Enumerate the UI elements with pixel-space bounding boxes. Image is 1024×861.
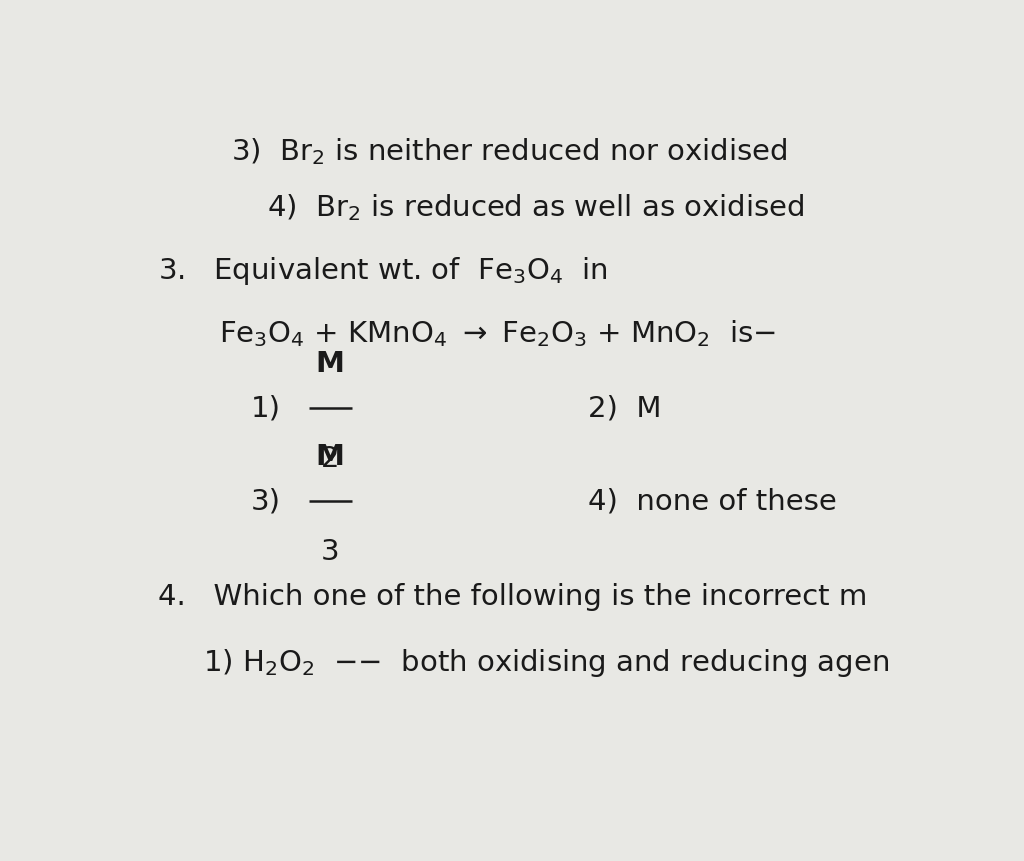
Text: Fe$_3$O$_4$ + KMnO$_4$ $\rightarrow$ Fe$_2$O$_3$ + MnO$_2$  is$-$: Fe$_3$O$_4$ + KMnO$_4$ $\rightarrow$ Fe$… bbox=[219, 318, 776, 349]
Text: M: M bbox=[315, 350, 345, 378]
Text: 2)  M: 2) M bbox=[588, 394, 662, 422]
Text: 3)  Br$_2$ is neither reduced nor oxidised: 3) Br$_2$ is neither reduced nor oxidise… bbox=[231, 136, 787, 166]
Text: 2: 2 bbox=[322, 445, 340, 473]
Text: 4)  none of these: 4) none of these bbox=[588, 487, 837, 515]
Text: 3): 3) bbox=[251, 487, 281, 515]
Text: M: M bbox=[315, 443, 345, 471]
Text: 3: 3 bbox=[322, 537, 340, 566]
Text: 4.   Which one of the following is the incorrect m: 4. Which one of the following is the inc… bbox=[158, 582, 867, 610]
Text: 3.   Equivalent wt. of  Fe$_3$O$_4$  in: 3. Equivalent wt. of Fe$_3$O$_4$ in bbox=[158, 255, 608, 287]
Text: 1): 1) bbox=[251, 394, 281, 422]
Text: 1) H$_2$O$_2$  $-$$-$  both oxidising and reducing agen: 1) H$_2$O$_2$ $-$$-$ both oxidising and … bbox=[204, 647, 890, 678]
Text: 4)  Br$_2$ is reduced as well as oxidised: 4) Br$_2$ is reduced as well as oxidised bbox=[267, 192, 804, 223]
